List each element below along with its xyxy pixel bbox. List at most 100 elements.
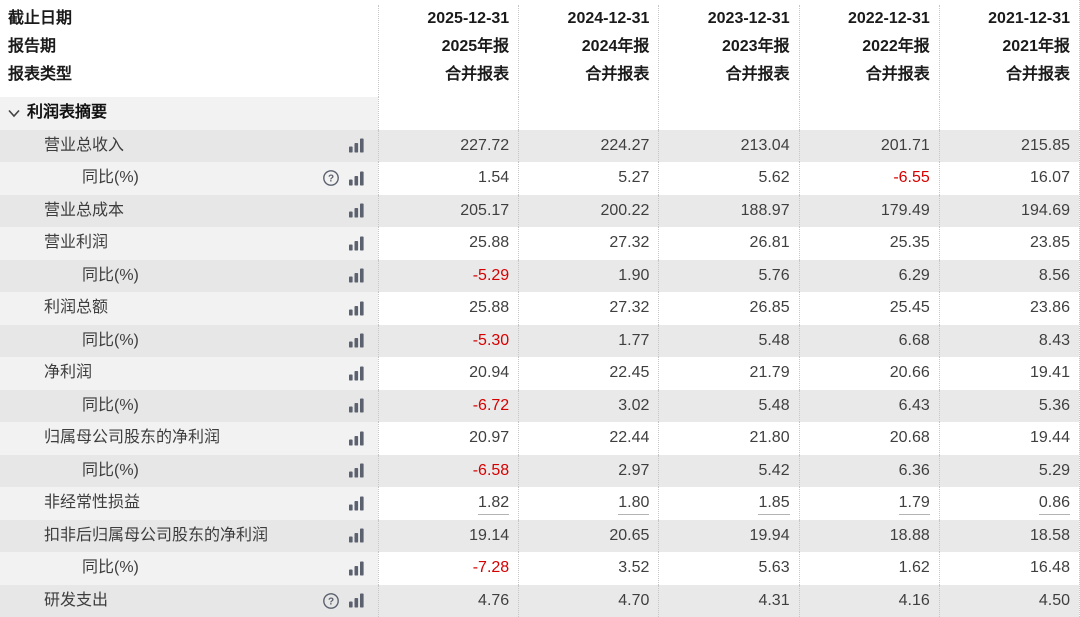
table-row: 净利润 20.94 22.45 21.79 20.66 19.41: [0, 357, 1079, 390]
header-period: 2024年报: [581, 38, 650, 55]
section-title: 利润表摘要: [27, 104, 108, 121]
value-cell: 23.85: [938, 227, 1079, 260]
table-body: 营业总收入 227.72 224.27 213.04 201.71 215.85 同比(…: [0, 129, 1079, 617]
value-cell: 22.45: [518, 357, 659, 390]
question-circle-icon[interactable]: ?: [322, 169, 340, 187]
value-text: 5.36: [1038, 396, 1070, 414]
bar-chart-icon[interactable]: [348, 496, 365, 511]
bar-chart-icon[interactable]: [348, 236, 365, 251]
table-row: 营业总成本 205.17 200.22 188.97 179.49 194.69: [0, 194, 1079, 227]
row-icons: ?: [322, 169, 378, 187]
header-date: 2024-12-31: [567, 10, 650, 27]
value-cell: 4.76: [378, 584, 519, 617]
value-text: 0.86: [1038, 494, 1070, 515]
value-cell[interactable]: 1.85: [658, 487, 799, 520]
header-label-report-type: 报表类型: [8, 66, 73, 83]
value-text: 5.29: [1038, 461, 1070, 479]
value-text: -6.55: [893, 169, 930, 186]
section-empty-cell: [798, 97, 939, 130]
value-cell: 26.85: [658, 292, 799, 325]
value-cell: 4.16: [798, 584, 939, 617]
label-cell: 同比(%) ?: [0, 162, 378, 195]
bar-chart-icon[interactable]: [348, 398, 365, 413]
header-date: 2022-12-31: [847, 10, 930, 27]
section-empty-cell: [378, 97, 519, 130]
bar-chart-icon[interactable]: [348, 301, 365, 316]
value-cell: 224.27: [518, 129, 659, 162]
bar-chart-icon[interactable]: [348, 366, 365, 381]
value-cell: 27.32: [518, 292, 659, 325]
table-row: 营业利润 25.88 27.32 26.81 25.35 23.85: [0, 227, 1079, 260]
value-cell[interactable]: 1.82: [378, 487, 519, 520]
header-period: 2025年报: [441, 38, 510, 55]
value-cell: 3.02: [518, 389, 659, 422]
value-text: 25.35: [889, 234, 930, 251]
value-cell[interactable]: 0.86: [938, 487, 1079, 520]
value-text: 25.88: [469, 234, 510, 251]
value-cell[interactable]: 1.79: [798, 487, 939, 520]
row-icons: [348, 333, 378, 348]
value-cell: 1.54: [378, 162, 519, 195]
table-row: 研发支出 ? 4.76 4.70 4.31 4.16 4.50: [0, 584, 1079, 617]
value-text: 3.02: [618, 396, 650, 414]
value-cell: 1.90: [518, 259, 659, 292]
question-circle-icon[interactable]: ?: [322, 592, 340, 610]
bar-chart-icon[interactable]: [348, 561, 365, 576]
bar-chart-icon[interactable]: [348, 268, 365, 283]
value-text: 213.04: [740, 136, 790, 154]
header-label-cutoff-date: 截止日期: [8, 10, 73, 27]
value-text: 188.97: [740, 201, 790, 219]
value-text: 5.76: [758, 266, 790, 284]
label-cell: 营业总成本: [0, 194, 378, 227]
bar-chart-icon[interactable]: [348, 528, 365, 543]
value-cell: 6.43: [798, 389, 939, 422]
value-text: 179.49: [880, 201, 930, 219]
section-empty-cell: [518, 97, 659, 130]
row-icons: [348, 366, 378, 381]
section-row-income-statement: 利润表摘要: [0, 97, 1079, 130]
value-cell: 227.72: [378, 129, 519, 162]
section-empty-cell: [938, 97, 1079, 130]
header-label-column: 截止日期 报告期 报表类型: [0, 5, 378, 97]
header-date: 2025-12-31: [427, 10, 510, 27]
table-row: 同比(%) -5.29 1.90 5.76 6.29 8.56: [0, 259, 1079, 292]
bar-chart-icon[interactable]: [348, 138, 365, 153]
chevron-down-icon[interactable]: [8, 109, 20, 118]
value-text: -6.58: [472, 461, 510, 479]
row-label: 同比(%): [82, 461, 139, 479]
bar-chart-icon[interactable]: [348, 203, 365, 218]
value-cell: 19.94: [658, 519, 799, 552]
value-text: 1.62: [898, 559, 930, 576]
bar-chart-icon[interactable]: [348, 333, 365, 348]
value-cell: 6.36: [798, 454, 939, 487]
bar-chart-icon[interactable]: [348, 431, 365, 446]
value-cell: 1.77: [518, 324, 659, 357]
value-text: 23.86: [1029, 299, 1070, 316]
row-label: 营业总收入: [44, 136, 125, 154]
value-cell: 8.43: [938, 324, 1079, 357]
value-text: 19.94: [749, 526, 790, 544]
value-text: 4.76: [478, 591, 510, 609]
value-text: 4.50: [1038, 591, 1070, 609]
row-icons: [348, 301, 378, 316]
value-cell: 5.76: [658, 259, 799, 292]
value-text: 1.85: [758, 494, 790, 515]
row-icons: [348, 561, 378, 576]
row-icons: [348, 431, 378, 446]
bar-chart-icon[interactable]: [348, 593, 365, 608]
value-text: 201.71: [880, 136, 930, 154]
row-icons: [348, 236, 378, 251]
table-row: 同比(%) -5.30 1.77 5.48 6.68 8.43: [0, 324, 1079, 357]
bar-chart-icon[interactable]: [348, 463, 365, 478]
value-cell: 21.79: [658, 357, 799, 390]
value-cell[interactable]: 1.80: [518, 487, 659, 520]
row-icons: [348, 398, 378, 413]
value-cell: 5.42: [658, 454, 799, 487]
value-text: 227.72: [460, 136, 510, 154]
value-cell: 205.17: [378, 194, 519, 227]
bar-chart-icon[interactable]: [348, 171, 365, 186]
value-cell: 3.52: [518, 552, 659, 585]
value-text: 4.31: [758, 591, 790, 609]
value-text: 26.85: [749, 299, 790, 316]
value-cell: 1.62: [798, 552, 939, 585]
